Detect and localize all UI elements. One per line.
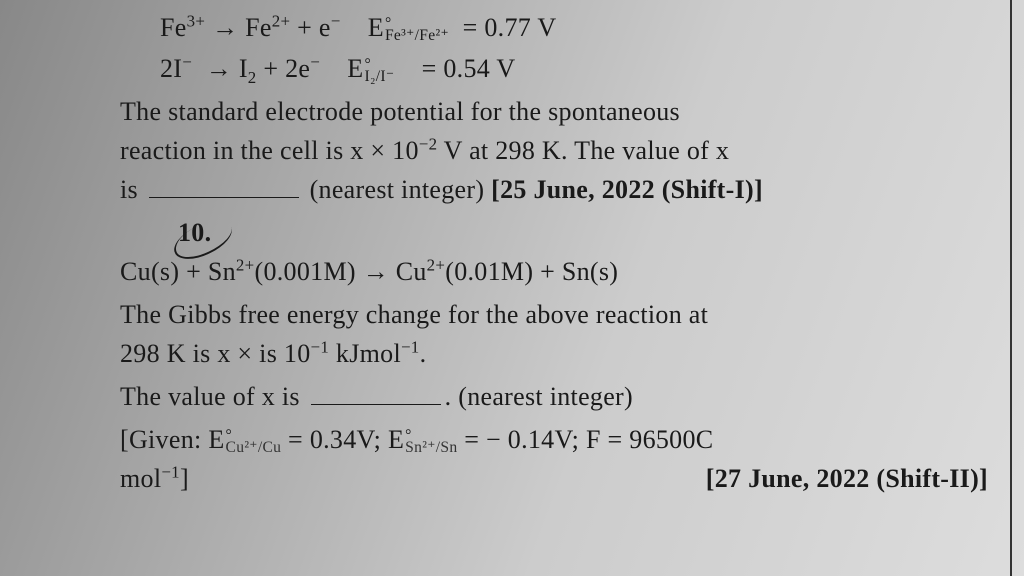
eq1-E-sub: Fe³⁺/Fe²⁺ xyxy=(385,30,449,42)
q10-date: [27 June, 2022 (Shift-II)] xyxy=(706,459,988,498)
q10-rxn-a: Cu(s) + Sn xyxy=(120,257,236,286)
eq2-val: = 0.54 V xyxy=(422,54,516,83)
para1-line2a: reaction in the cell is x × 10 xyxy=(120,136,419,165)
eq1-rhs1: Fe xyxy=(245,13,272,42)
q10-given-sub2: Sn²⁺/Sn xyxy=(405,442,457,454)
q10-given-a: [Given: E xyxy=(120,425,225,454)
equation-2: 2I− → I2 + 2e− E°I₂/I⁻ = 0.54 V xyxy=(120,49,988,88)
q10-exp1: −1 xyxy=(311,337,330,356)
eq2-rhs1-sub: 2 xyxy=(248,68,257,87)
eq2-E: E xyxy=(347,54,363,83)
para1-date: [25 June, 2022 (Shift-I)] xyxy=(491,175,763,204)
eq2-e-sup: − xyxy=(310,52,320,71)
q10-given-e: ] xyxy=(180,464,189,493)
page-content: Fe3+ → Fe2+ + e− E°Fe³⁺/Fe²⁺ = 0.77 V 2I… xyxy=(120,8,988,498)
eq2-E-sub: I₂/I⁻ xyxy=(364,71,394,83)
equation-1: Fe3+ → Fe2+ + e− E°Fe³⁺/Fe²⁺ = 0.77 V xyxy=(120,8,988,47)
q10-sup2: 2+ xyxy=(427,255,446,274)
q10-line1: The Gibbs free energy change for the abo… xyxy=(120,295,988,334)
para1-is: is xyxy=(120,175,138,204)
q10-line3b: . (nearest integer) xyxy=(445,382,633,411)
para-1: The standard electrode potential for the… xyxy=(120,92,988,209)
q10-exp2: −1 xyxy=(401,337,420,356)
blank-1 xyxy=(149,175,299,198)
q10-line3a: The value of x is xyxy=(120,382,300,411)
eq2-lhs: 2I xyxy=(160,54,182,83)
q10-given-c: = − 0.14V; F = 96500C xyxy=(457,425,713,454)
question-10: 10. Cu(s) + Sn2+(0.001M) → Cu2+(0.01M) +… xyxy=(120,213,988,498)
blank-2 xyxy=(311,382,441,405)
q10-number: 10. xyxy=(178,213,211,252)
eq1-arrow: → xyxy=(212,13,238,42)
eq2-plus: + 2e xyxy=(263,54,310,83)
eq1-E: E xyxy=(368,13,384,42)
q10-line2a: 298 K is x × is 10 xyxy=(120,339,311,368)
eq1-lhs: Fe xyxy=(160,13,187,42)
para1-line2b: V at 298 K. The value of x xyxy=(437,136,729,165)
q10-sup1: 2+ xyxy=(236,255,255,274)
q10-given-exp: −1 xyxy=(161,462,180,481)
q10-rxn-c: (0.01M) + Sn(s) xyxy=(445,257,618,286)
para1-exp: −2 xyxy=(419,134,438,153)
eq1-plus: + e xyxy=(297,13,331,42)
q10-given-sub1: Cu²⁺/Cu xyxy=(226,442,282,454)
eq1-rhs1-sup: 2+ xyxy=(272,11,291,30)
q10-rxn-b: (0.001M) → Cu xyxy=(254,257,426,286)
q10-line2b: kJmol xyxy=(329,339,401,368)
q10-given-b: = 0.34V; E xyxy=(281,425,404,454)
eq2-lhs-sup: − xyxy=(182,52,192,71)
para1-line1: The standard electrode potential for the… xyxy=(120,92,988,131)
eq1-lhs-sup: 3+ xyxy=(187,11,206,30)
para1-nearest: (nearest integer) xyxy=(310,175,492,204)
eq2-rhs1: I xyxy=(239,54,248,83)
eq2-arrow: → xyxy=(206,54,232,83)
q10-line2c: . xyxy=(420,339,427,368)
eq1-val: = 0.77 V xyxy=(463,13,557,42)
q10-given-d: mol xyxy=(120,464,161,493)
eq1-e-sup: − xyxy=(331,11,341,30)
